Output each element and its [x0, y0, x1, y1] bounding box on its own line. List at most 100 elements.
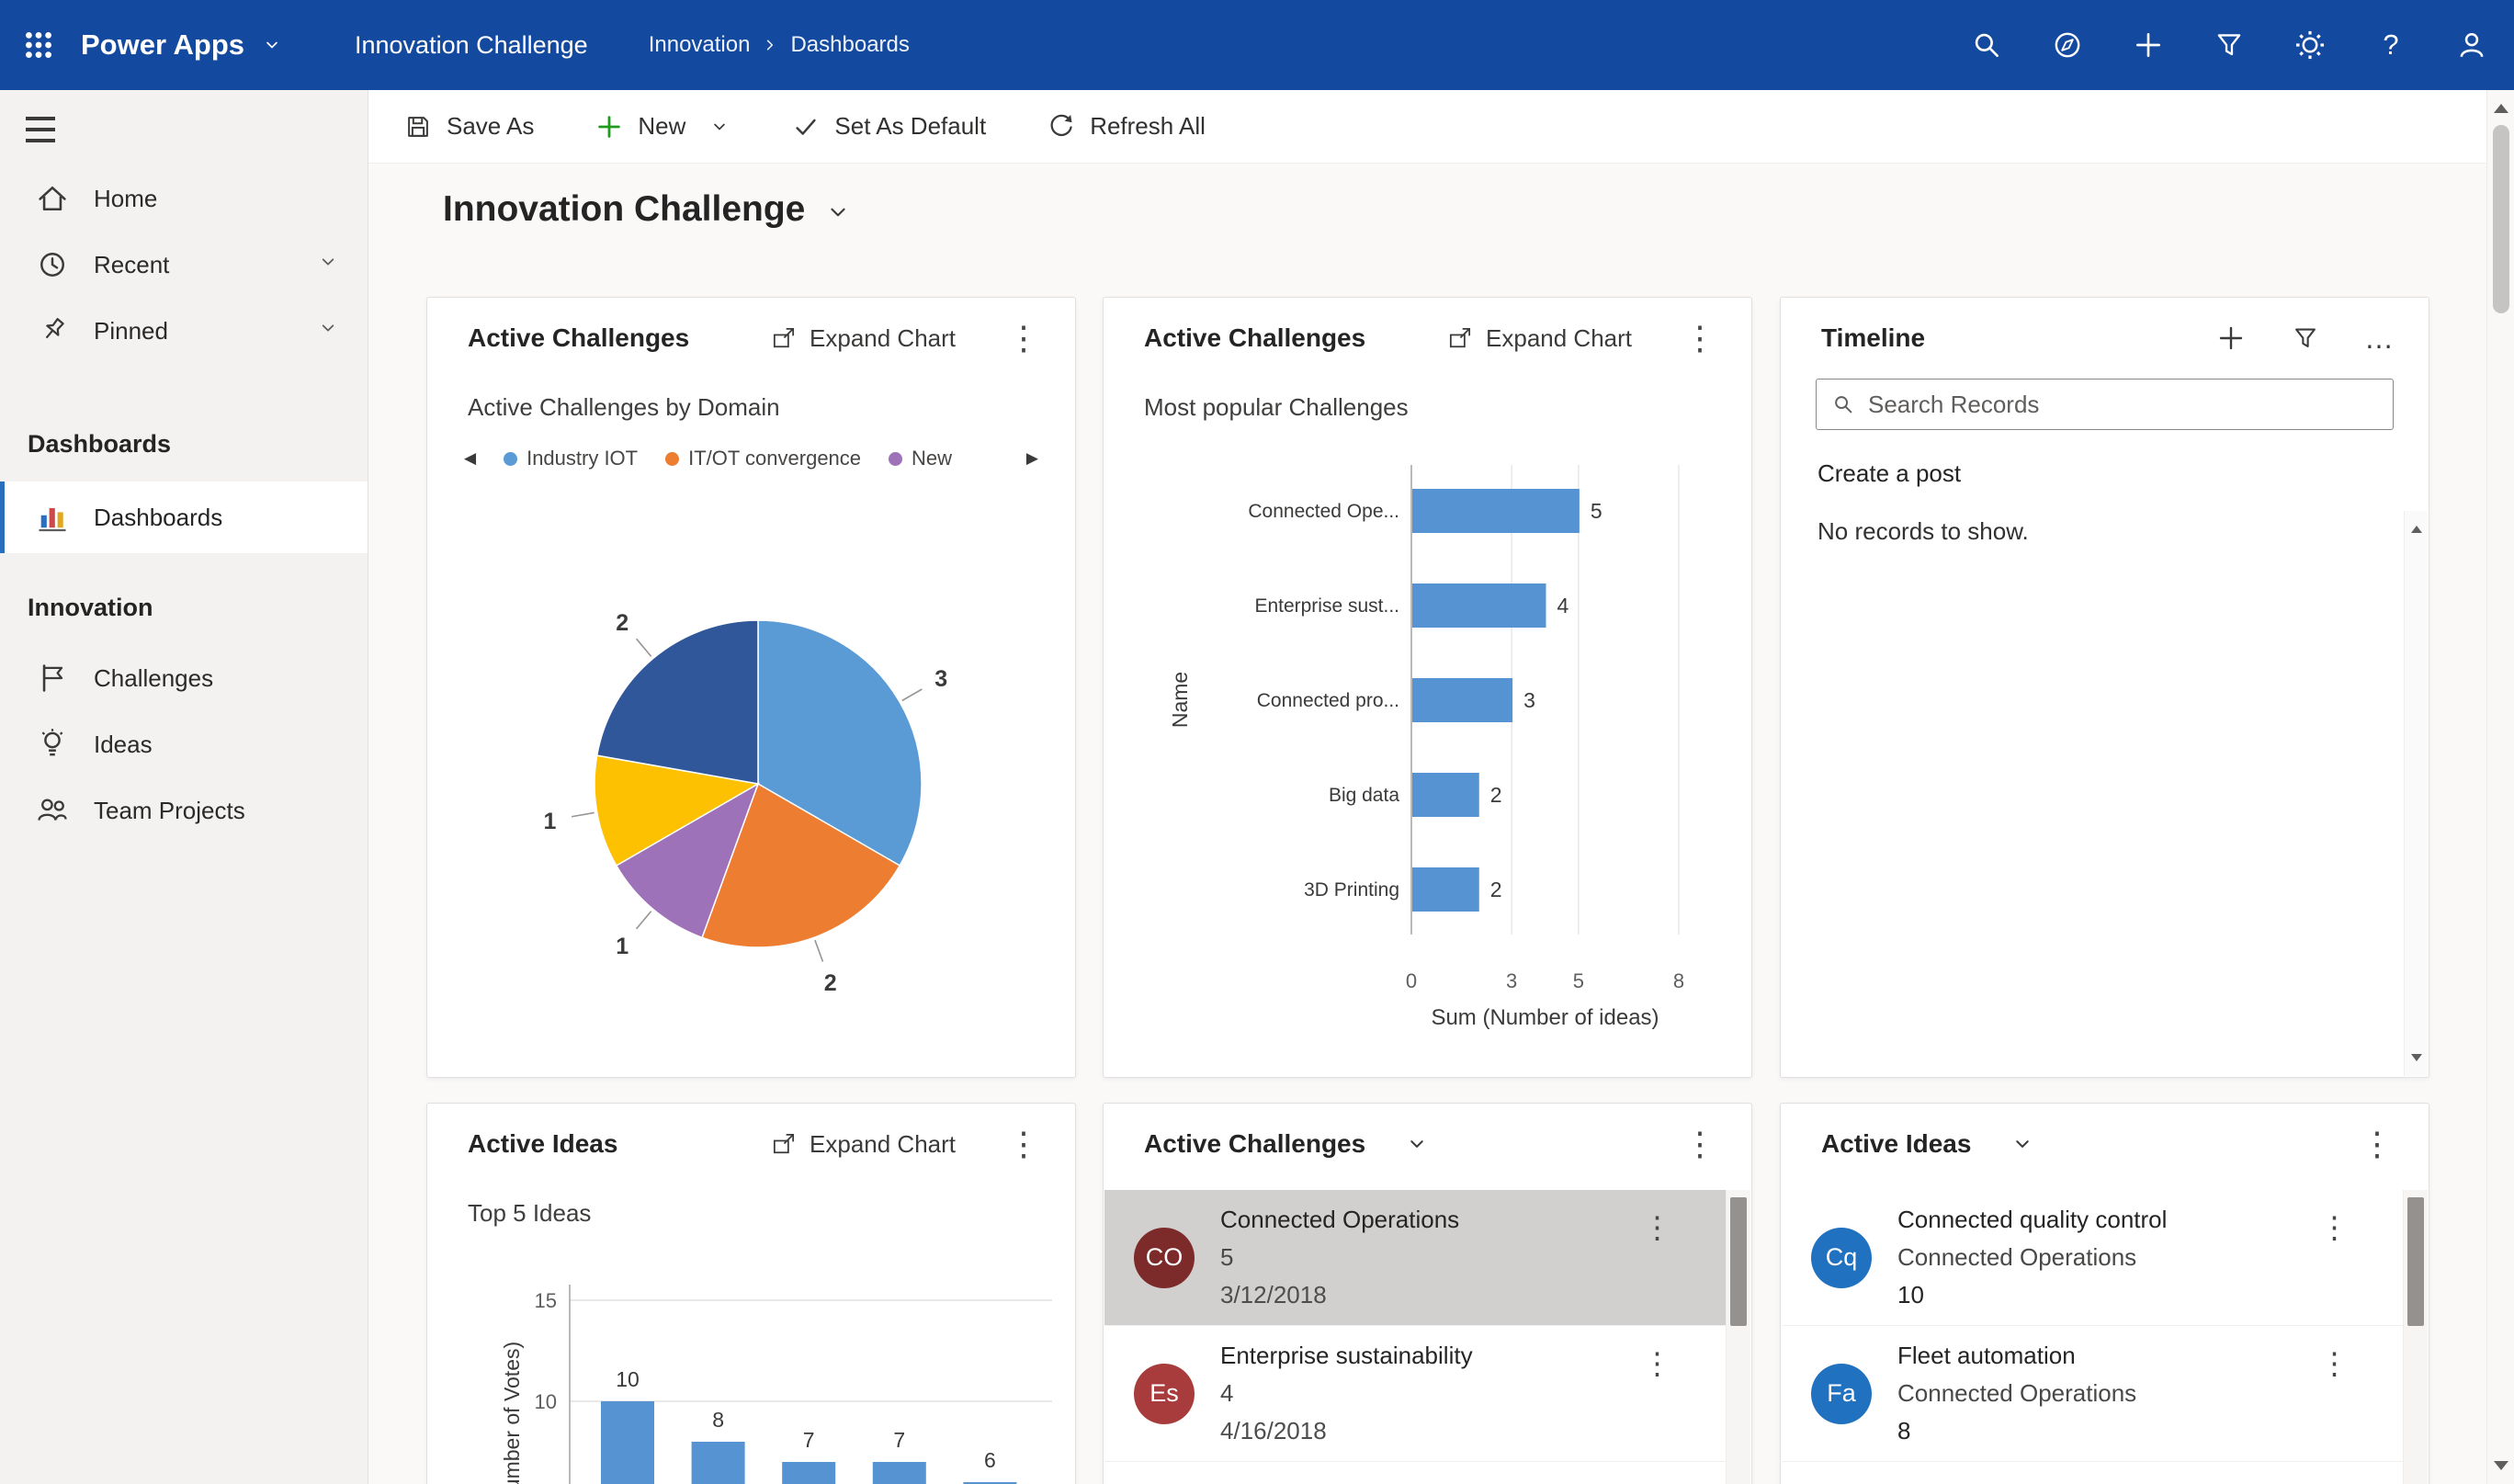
chevron-down-icon: [1410, 1140, 1423, 1148]
list-scrollbar[interactable]: [2403, 1190, 2428, 1484]
list-item[interactable]: Cp Connected products: [1104, 1462, 1726, 1484]
expand-chart-icon: [773, 1133, 795, 1154]
list-item-text: Connected quality control Connected Oper…: [1897, 1201, 2167, 1314]
svg-text:2: 2: [1490, 878, 1502, 901]
row-more-button[interactable]: ⋮: [2319, 1346, 2350, 1380]
check-icon: [796, 119, 817, 135]
svg-text:2: 2: [616, 610, 628, 636]
scrollbar-thumb[interactable]: [1730, 1197, 1747, 1326]
row-more-button[interactable]: ⋮: [2319, 1210, 2350, 1244]
waffle-menu-button[interactable]: [0, 0, 77, 90]
filter-button[interactable]: [2189, 0, 2270, 90]
app-switcher[interactable]: Power Apps: [81, 28, 283, 62]
more-options-button[interactable]: ⋮: [1007, 1125, 1040, 1162]
list-item[interactable]: Es Enterprise sustainability 4 4/16/2018…: [1104, 1326, 1726, 1462]
save-as-button[interactable]: Save As: [403, 112, 534, 142]
chevron-down-icon: [2016, 1140, 2030, 1148]
breadcrumb-area[interactable]: Innovation: [648, 32, 751, 57]
top-ideas-column-chart[interactable]: 15 10 10 8 7 7 6 Sum (Number of Votes): [427, 1259, 1077, 1484]
list-item[interactable]: Ch Check operating efficiency: [1782, 1462, 2403, 1484]
view-selector-button[interactable]: [2010, 1131, 2035, 1157]
offline-status-button[interactable]: [2027, 0, 2108, 90]
sidebar-item-pinned[interactable]: Pinned: [0, 298, 368, 364]
timeline-add-button[interactable]: [2215, 323, 2247, 354]
app-title[interactable]: Innovation Challenge: [355, 30, 588, 59]
new-button[interactable]: New: [595, 112, 730, 142]
expand-recent-button[interactable]: [316, 250, 340, 280]
new-plus-icon: [595, 112, 624, 142]
card-active-challenges-pie: Active Challenges Expand Chart ⋮ Active …: [426, 297, 1076, 1078]
legend-prev-button[interactable]: ◀: [464, 449, 477, 467]
chevron-down-icon: [831, 208, 846, 217]
set-as-default-button[interactable]: Set As Default: [791, 112, 986, 142]
domain-pie-chart[interactable]: 3 2 1 1 2: [427, 486, 1077, 1037]
more-options-button[interactable]: ⋮: [1683, 1125, 1716, 1162]
main-scrollbar-thumb[interactable]: [2493, 125, 2509, 313]
row-more-button[interactable]: ⋮: [1642, 1210, 1672, 1244]
add-icon: [2219, 326, 2243, 350]
sidebar-item-dashboards[interactable]: Dashboards: [0, 481, 368, 553]
sidebar-item-challenges[interactable]: Challenges: [0, 645, 368, 711]
sidebar-item-label: Recent: [94, 250, 170, 278]
sidebar-item-home[interactable]: Home: [0, 165, 368, 232]
svg-text:3D Printing: 3D Printing: [1304, 879, 1399, 901]
svg-text:5: 5: [1591, 499, 1602, 523]
quick-create-button[interactable]: [2108, 0, 2189, 90]
save-as-label: Save As: [447, 112, 535, 140]
list-item[interactable]: Cq Connected quality control Connected O…: [1782, 1190, 2403, 1326]
expand-pinned-button[interactable]: [316, 316, 340, 346]
sitemap-toggle-button[interactable]: [26, 112, 66, 147]
timeline-search-input[interactable]: [1868, 390, 2378, 419]
sidebar-item-recent[interactable]: Recent: [0, 232, 368, 298]
search-button[interactable]: [1946, 0, 2027, 90]
timeline-filter-button[interactable]: [2291, 323, 2320, 353]
more-options-button[interactable]: ⋮: [2361, 1125, 2394, 1162]
svg-text:3: 3: [1523, 688, 1535, 712]
main-scrollbar[interactable]: [2486, 90, 2514, 1484]
scroll-down-icon[interactable]: [2405, 1045, 2428, 1071]
scroll-down-icon[interactable]: [2487, 1453, 2514, 1478]
timeline-more-button[interactable]: …: [2364, 322, 2394, 355]
view-selector-button[interactable]: [1404, 1131, 1430, 1157]
sidebar-item-team-projects[interactable]: Team Projects: [0, 777, 368, 844]
chart-title: Top 5 Ideas: [468, 1199, 592, 1227]
record-title: Connected Operations: [1220, 1206, 1460, 1233]
expand-chart-button[interactable]: Expand Chart: [770, 1130, 956, 1159]
chevron-down-icon: [322, 323, 334, 332]
more-options-button[interactable]: ⋮: [1007, 319, 1040, 357]
legend-next-button[interactable]: ▶: [1025, 449, 1038, 467]
more-options-button[interactable]: ⋮: [1683, 319, 1716, 357]
popular-challenges-bar-chart[interactable]: 0 3 5 8 5 Connected Ope... 4 Enterprise sust...…: [1104, 440, 1753, 1059]
timeline-scrollbar[interactable]: [2404, 511, 2428, 1076]
row-more-button[interactable]: ⋮: [1642, 1346, 1672, 1380]
legend-entry: IT/OT convergence: [665, 447, 861, 470]
avatar: Es: [1134, 1363, 1195, 1424]
dashboard-canvas: Innovation Challenge Active Challenges: [368, 164, 2486, 1484]
refresh-all-button[interactable]: Refresh All: [1047, 112, 1206, 142]
expand-chart-button[interactable]: Expand Chart: [1446, 324, 1632, 353]
help-button[interactable]: ?: [2350, 0, 2431, 90]
sidebar-item-ideas[interactable]: Ideas: [0, 711, 368, 777]
scrollbar-thumb[interactable]: [2407, 1197, 2424, 1326]
settings-button[interactable]: [2270, 0, 2350, 90]
svg-text:3: 3: [1506, 969, 1517, 992]
list-item[interactable]: CO Connected Operations 5 3/12/2018 ⋮: [1104, 1190, 1726, 1326]
command-bar: Save As New Set As Default: [368, 90, 2486, 164]
list-scrollbar[interactable]: [1726, 1190, 1750, 1484]
gear-icon: [2295, 30, 2325, 60]
pin-icon: [45, 318, 64, 339]
dashboard-selector[interactable]: Innovation Challenge: [443, 189, 851, 230]
account-button[interactable]: [2431, 0, 2512, 90]
legend-entry: New: [889, 447, 952, 470]
expand-chart-button[interactable]: Expand Chart: [770, 324, 956, 353]
scroll-up-icon[interactable]: [2405, 516, 2428, 542]
card-header: Active Ideas ⋮: [1781, 1104, 2429, 1184]
record-date: 4/16/2018: [1220, 1417, 1327, 1444]
breadcrumb-page[interactable]: Dashboards: [790, 32, 910, 57]
compass-icon: [2055, 32, 2080, 58]
scroll-up-icon[interactable]: [2487, 96, 2514, 121]
card-timeline: Timeline …: [1780, 297, 2429, 1078]
avatar: Fa: [1811, 1363, 1872, 1424]
timeline-actions: …: [2215, 323, 2394, 354]
list-item[interactable]: Fa Fleet automation Connected Operations…: [1782, 1326, 2403, 1462]
